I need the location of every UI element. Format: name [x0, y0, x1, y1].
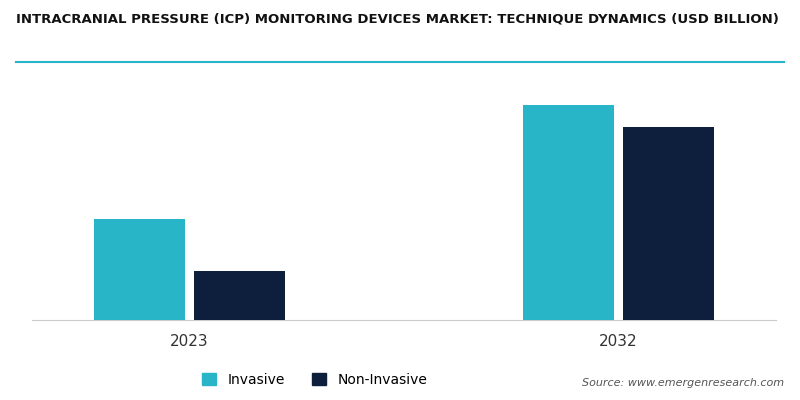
Text: Source: www.emergenresearch.com: Source: www.emergenresearch.com: [582, 378, 784, 388]
Bar: [522, 105, 614, 320]
Bar: [94, 219, 185, 320]
Text: INTRACRANIAL PRESSURE (ICP) MONITORING DEVICES MARKET: TECHNIQUE DYNAMICS (USD B: INTRACRANIAL PRESSURE (ICP) MONITORING D…: [16, 12, 779, 25]
Legend: Invasive, Non-Invasive: Invasive, Non-Invasive: [197, 367, 433, 392]
Bar: [623, 128, 714, 320]
Bar: [194, 271, 286, 320]
